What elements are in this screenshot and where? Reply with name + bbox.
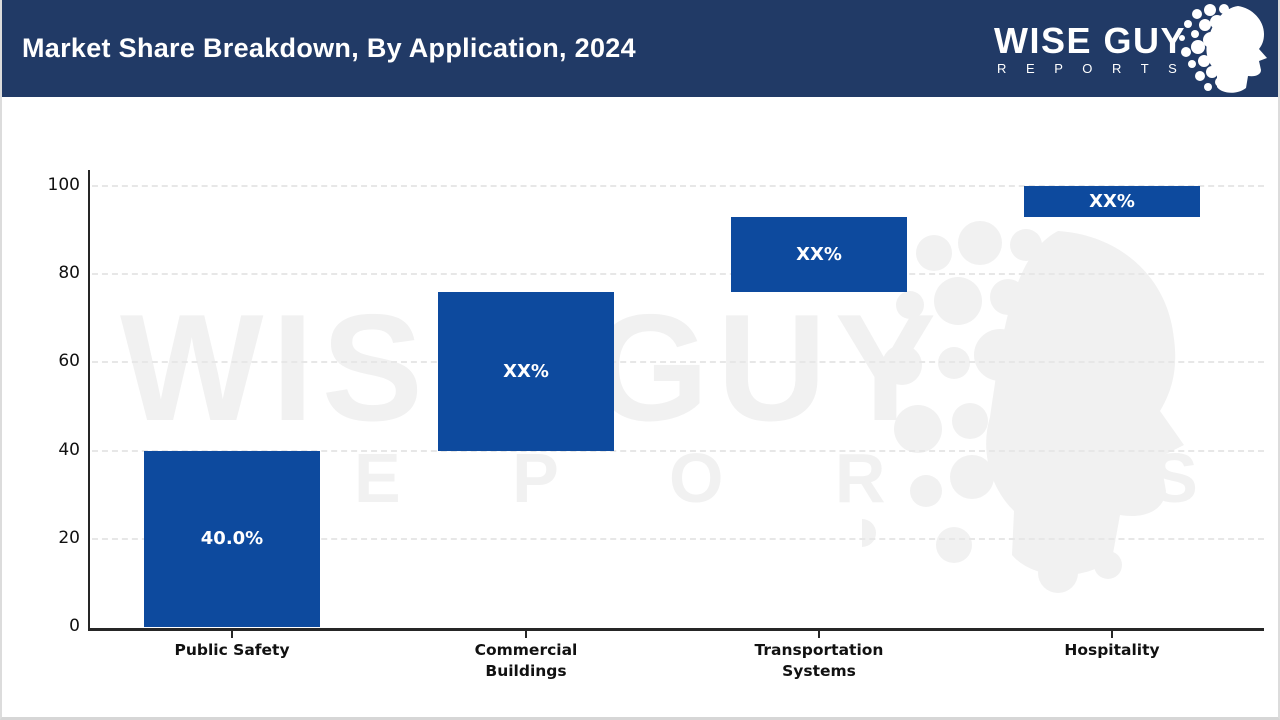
y-tick-label: 20 xyxy=(58,527,80,548)
wise-guy-logo: WISE GUY R E P O R T S xyxy=(994,0,1276,97)
bar-value-label: XX% xyxy=(796,243,842,265)
x-tick xyxy=(525,631,527,638)
logo-text: WISE GUY R E P O R T S xyxy=(993,19,1186,76)
gridline-40 xyxy=(92,449,1264,452)
logo-wordmark: WISE GUY xyxy=(993,19,1186,61)
x-category-label-commercial-buildings: Commercial Buildings xyxy=(474,641,578,680)
bar-commercial-buildings: XX% xyxy=(438,291,614,451)
bar-value-label: 40.0% xyxy=(200,528,264,550)
y-tick-label: 100 xyxy=(47,175,80,195)
x-category-label-transportation-systems: Transportation Systems xyxy=(754,641,884,680)
bar-transportation-systems: XX% xyxy=(731,216,907,292)
logo-subtitle: R E P O R T S xyxy=(996,60,1185,76)
gridline-80 xyxy=(92,273,1264,276)
x-tick xyxy=(1111,631,1113,638)
x-tick xyxy=(231,631,233,638)
bar-value-label: XX% xyxy=(1089,190,1135,212)
y-tick-label: 0 xyxy=(69,616,80,636)
logo-head-icon xyxy=(1179,4,1267,93)
gridline-60 xyxy=(92,361,1264,364)
x-tick xyxy=(818,631,820,638)
x-category-label-hospitality: Hospitality xyxy=(1064,641,1160,659)
x-axis-line xyxy=(88,628,1264,631)
x-category-label-public-safety: Public Safety xyxy=(174,641,290,659)
bar-value-label: XX% xyxy=(503,360,549,382)
watermark-head-icon xyxy=(862,221,1184,593)
y-tick-label: 60 xyxy=(58,351,80,372)
bar-hospitality: XX% xyxy=(1024,186,1200,217)
header-bar: Market Share Breakdown, By Application, … xyxy=(2,0,1278,97)
y-tick-label: 40 xyxy=(58,439,80,460)
gridline-100 xyxy=(92,185,1264,187)
y-tick-label: 80 xyxy=(58,263,80,284)
bar-public-safety: 40.0% xyxy=(144,450,320,627)
page-title: Market Share Breakdown, By Application, … xyxy=(22,33,636,63)
y-axis-line xyxy=(88,170,90,630)
gridline-20 xyxy=(92,537,1264,540)
